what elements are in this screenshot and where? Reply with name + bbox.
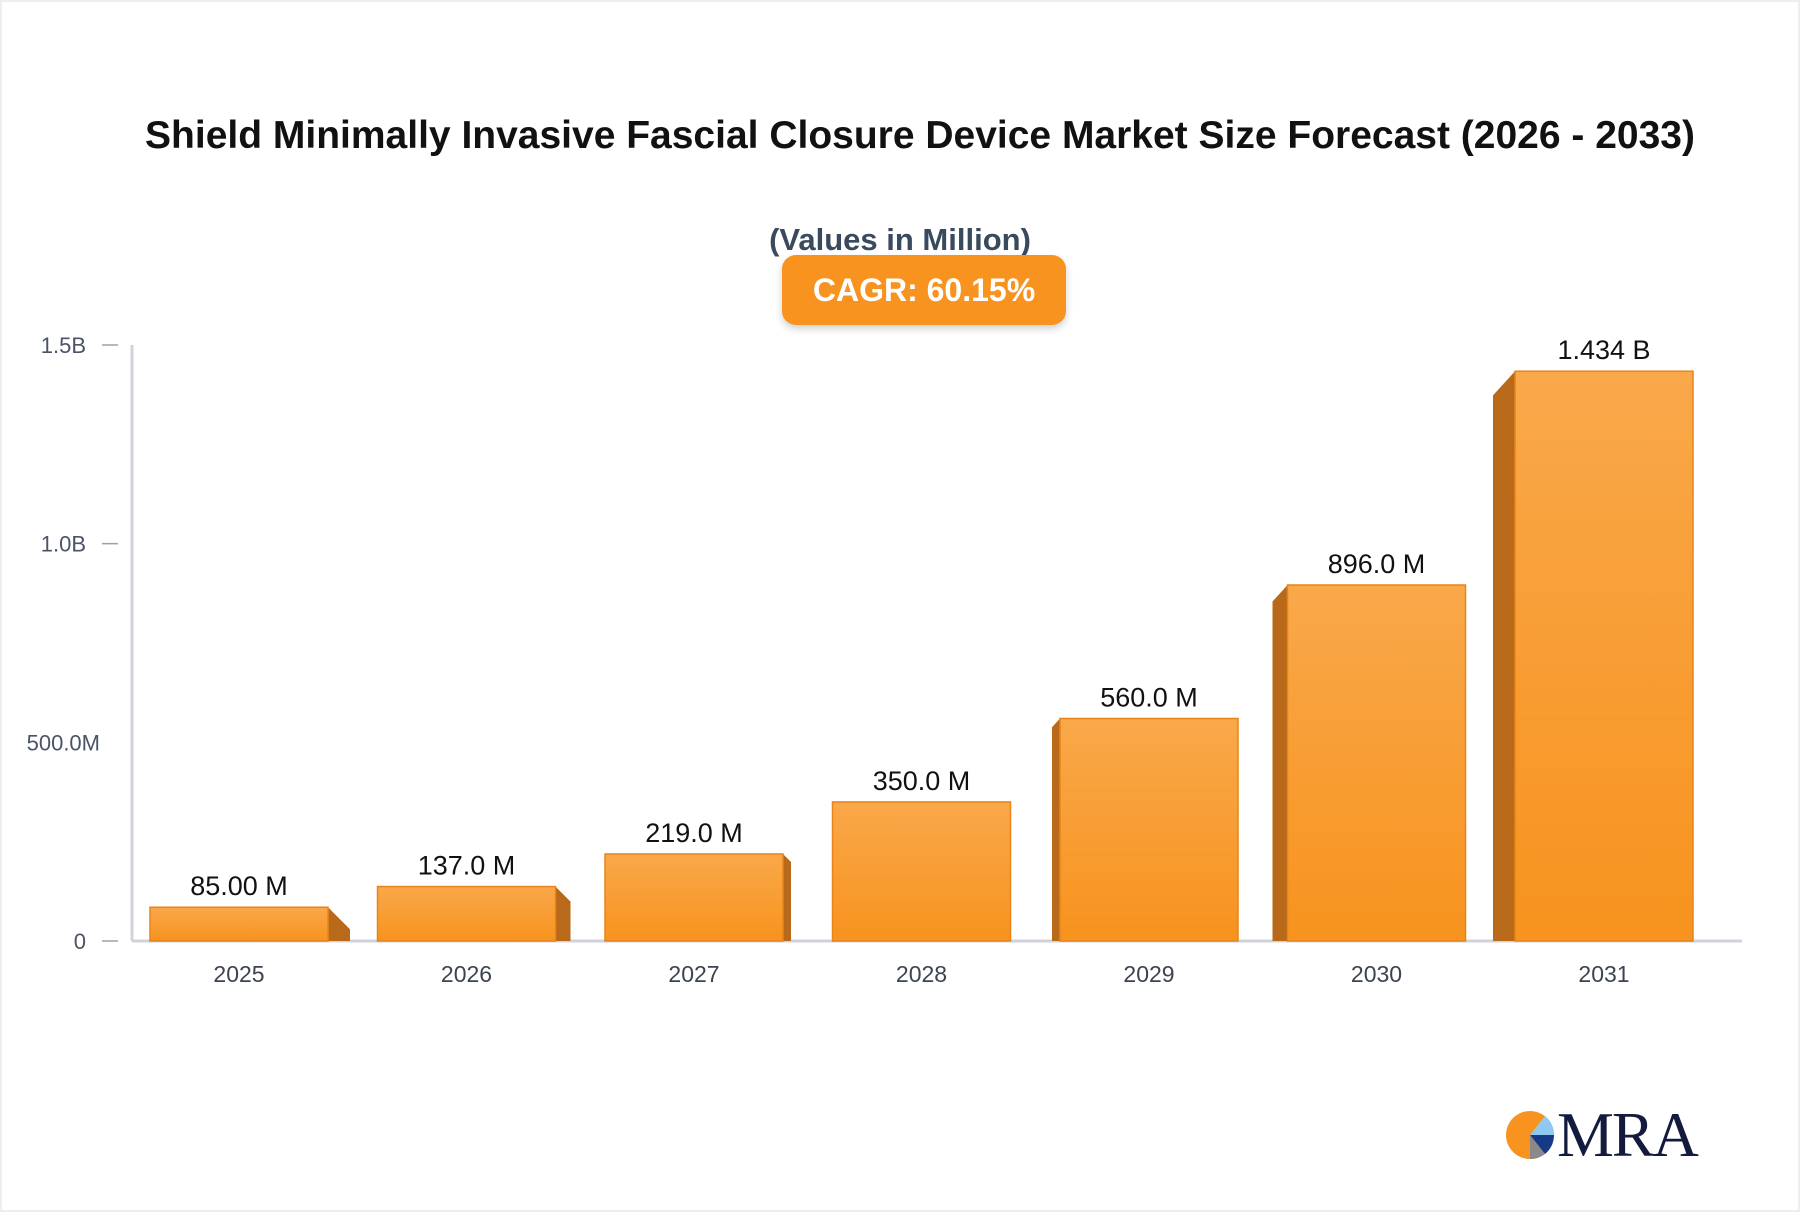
bar-2029 — [1059, 717, 1239, 942]
cagr-badge: CAGR: 60.15% — [782, 255, 1066, 325]
bar-side — [783, 853, 791, 941]
bar-side — [555, 886, 571, 941]
x-tick-label: 2030 — [1351, 961, 1402, 987]
data-label: 1.434 B — [1557, 335, 1650, 365]
x-tick-label: 2025 — [213, 961, 264, 987]
bar-2028 — [831, 801, 1012, 942]
bar-2026 — [376, 885, 557, 942]
bar-2031 — [1514, 370, 1694, 942]
y-tick-label: 1.5B — [41, 333, 86, 358]
x-tick-label: 2026 — [441, 961, 492, 987]
data-label: 137.0 M — [418, 851, 516, 881]
x-tick-label: 2027 — [668, 961, 719, 987]
data-label: 350.0 M — [873, 766, 971, 796]
x-tick-label: 2031 — [1578, 961, 1629, 987]
bar-2025 — [149, 906, 329, 942]
data-label: 560.0 M — [1100, 682, 1198, 712]
data-label: 896.0 M — [1328, 549, 1426, 579]
chart-subtitle: (Values in Million) — [769, 222, 1031, 257]
y-tick-label: 1.0B — [41, 532, 86, 557]
x-tick-label: 2029 — [1123, 961, 1174, 987]
data-label: 85.00 M — [190, 871, 288, 901]
bar-2027 — [604, 853, 784, 942]
y-tick-label: 0 — [74, 929, 86, 954]
y-tick-label: 500.0M — [27, 730, 100, 755]
chart-title: Shield Minimally Invasive Fascial Closur… — [145, 114, 1695, 157]
bar-side — [1052, 718, 1060, 941]
x-tick-label: 2028 — [896, 961, 947, 987]
mra-logo: MRA — [1505, 1098, 1699, 1172]
bar-2030 — [1286, 584, 1467, 942]
bar-side — [1493, 371, 1515, 941]
bar-side — [1272, 584, 1288, 941]
pie-logo-icon — [1506, 1111, 1555, 1160]
bar-side — [328, 907, 350, 941]
logo-text: MRA — [1557, 1099, 1699, 1170]
data-label: 219.0 M — [645, 818, 743, 848]
